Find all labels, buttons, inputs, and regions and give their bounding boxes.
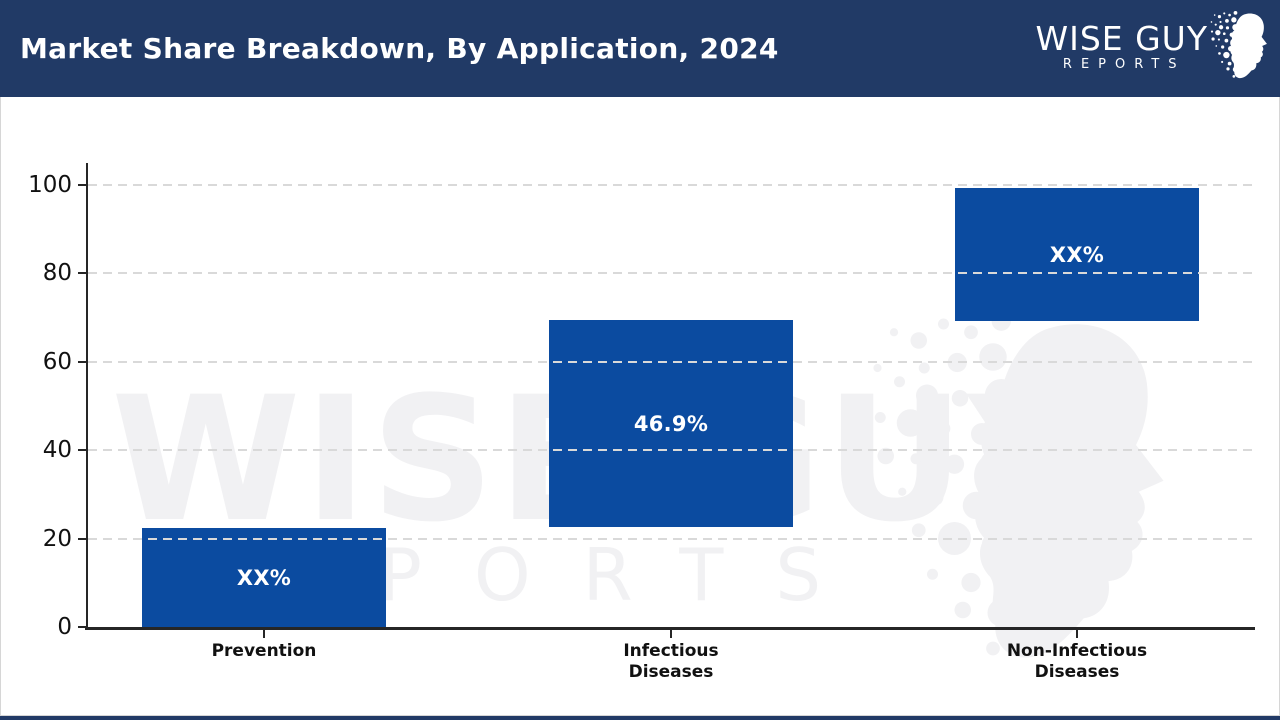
- bar-infectious-diseases: 46.9%: [549, 320, 793, 527]
- y-gridline-60: [88, 361, 1253, 363]
- x-category-label-line: Non-Infectious: [1006, 641, 1148, 661]
- x-category-label-infectious-diseases: Infectious Diseases: [511, 641, 831, 683]
- y-tick-80: [78, 272, 86, 274]
- bottom-accent-strip: [0, 716, 1280, 720]
- y-tick-label-20: 20: [42, 526, 72, 552]
- y-tick-60: [78, 361, 86, 363]
- y-tick-label-0: 0: [57, 614, 72, 640]
- x-category-label-line: Infectious: [623, 641, 719, 661]
- y-tick-0: [78, 626, 86, 628]
- y-gridline-20: [88, 538, 1253, 540]
- y-tick-100: [78, 184, 86, 186]
- x-tick-infectious-diseases: [670, 630, 672, 638]
- x-category-label-prevention: Prevention: [104, 641, 424, 662]
- logo-wordmark: WISE GUY: [1035, 18, 1208, 58]
- x-category-label-line: Diseases: [1034, 662, 1120, 682]
- bar-value-label: XX%: [1049, 242, 1105, 267]
- y-tick-label-60: 60: [42, 349, 72, 375]
- wiseguy-logo: WISE GUY REPORTS: [1035, 9, 1268, 84]
- y-tick-label-40: 40: [42, 437, 72, 463]
- x-tick-prevention: [263, 630, 265, 638]
- plot-area: 0 20 40 60 80 100 XX% Prevention 46.9% Infectious…: [28, 163, 1255, 682]
- y-gridline-80: [88, 272, 1253, 274]
- x-category-label-line: Prevention: [211, 641, 317, 661]
- y-tick-40: [78, 449, 86, 451]
- x-axis-line: [85, 627, 1255, 630]
- logo-face-icon: [1210, 11, 1267, 79]
- bar-value-label: XX%: [236, 565, 292, 590]
- y-tick-label-80: 80: [42, 260, 72, 286]
- y-tick-label-100: 100: [28, 172, 72, 198]
- y-axis-line: [86, 163, 88, 629]
- logo-text: WISE GUY REPORTS: [1035, 18, 1208, 73]
- bar-value-label: 46.9%: [633, 411, 709, 436]
- y-tick-20: [78, 538, 86, 540]
- y-gridline-40: [88, 449, 1253, 451]
- x-tick-non-infectious-diseases: [1076, 630, 1078, 638]
- x-category-label-non-infectious-diseases: Non-Infectious Diseases: [917, 641, 1237, 683]
- bar-prevention: XX%: [142, 528, 386, 627]
- bar-non-infectious-diseases: XX%: [955, 188, 1199, 321]
- header-bar: Market Share Breakdown, By Application, …: [0, 0, 1280, 97]
- y-gridline-100: [88, 184, 1253, 186]
- chart-title: Market Share Breakdown, By Application, …: [20, 32, 779, 65]
- x-category-label-line: Diseases: [628, 662, 714, 682]
- logo-reports-label: REPORTS: [1062, 56, 1186, 72]
